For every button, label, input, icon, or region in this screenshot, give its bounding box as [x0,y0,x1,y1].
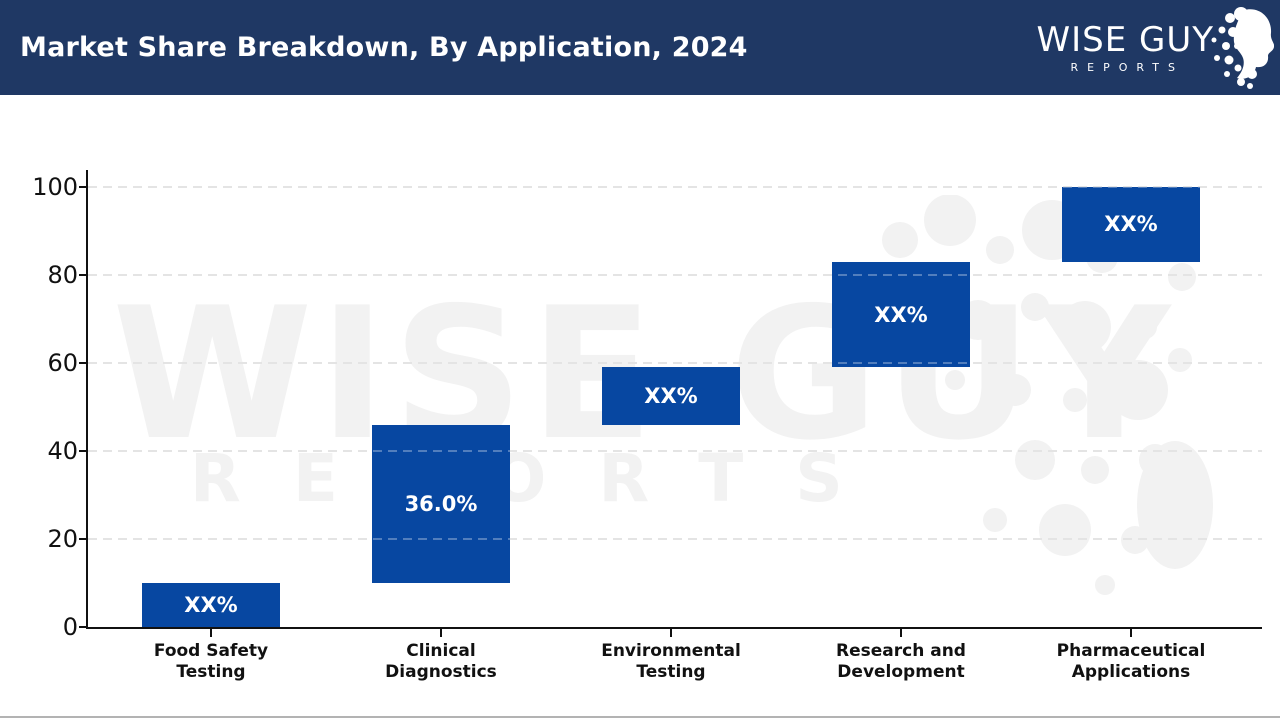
gridline [88,450,1262,452]
x-axis-tickmark [440,629,442,637]
gridline-overlay [88,362,1262,364]
x-axis-tickmark [900,629,902,637]
x-axis-category-label: Environmental Testing [601,641,741,683]
gridline [88,186,1262,188]
y-axis-tickmark [79,626,88,628]
bar-value-label: XX% [644,383,698,408]
bar-segment: XX% [602,367,740,425]
gridline [88,362,1262,364]
y-axis-line [86,170,88,629]
wiseguy-face-icon [1211,6,1274,89]
y-axis-tick-label: 100 [32,173,78,201]
bar-segment: XX% [832,261,970,368]
gridline-overlay [88,538,1262,540]
x-axis-tickmark [670,629,672,637]
logo-wordmark: WISE GUY [1036,19,1214,60]
wiseguy-logo: WISE GUY REPORTS [1036,6,1274,90]
y-axis-tickmark [79,362,88,364]
x-axis-category-label: Food Safety Testing [153,641,269,683]
gridline-overlay [88,274,1262,276]
bar-segment: XX% [142,583,280,627]
gridline-overlay [88,450,1262,452]
y-axis-tickmark [79,274,88,276]
x-axis-tickmark [210,629,212,637]
y-axis-tickmark [79,186,88,188]
y-axis-tickmark [79,450,88,452]
x-axis-category-label: Pharmaceutical Applications [1056,641,1206,683]
gridline [88,538,1262,540]
header-bar: Market Share Breakdown, By Application, … [0,0,1280,95]
y-axis-tick-label: 20 [47,525,78,553]
bar-value-label: XX% [184,593,238,617]
x-axis-tickmark [1130,629,1132,637]
bar-value-label: XX% [1104,212,1158,237]
footer-divider [0,716,1280,718]
y-axis-tick-label: 40 [47,437,78,465]
bar-segment: 36.0% [372,424,510,583]
x-axis-category-label: Research and Development [836,641,966,683]
page-title: Market Share Breakdown, By Application, … [20,32,748,63]
watermark-subtitle: REPORTS [190,440,895,517]
gridline-overlay [88,186,1262,188]
bar-segment: XX% [1062,187,1200,262]
y-axis-tick-label: 0 [62,613,78,641]
y-axis-tickmark [79,538,88,540]
y-axis-tick-label: 80 [47,261,78,289]
logo-subtitle: REPORTS [1070,60,1184,74]
x-axis-line [86,627,1262,629]
bar-value-label: XX% [874,302,928,327]
wiseguy-logo-text: WISE GUY REPORTS [1036,23,1214,73]
bar-value-label: 36.0% [404,491,478,516]
y-axis-tick-label: 60 [47,349,78,377]
gridline [88,274,1262,276]
x-axis-category-label: Clinical Diagnostics [385,641,497,683]
